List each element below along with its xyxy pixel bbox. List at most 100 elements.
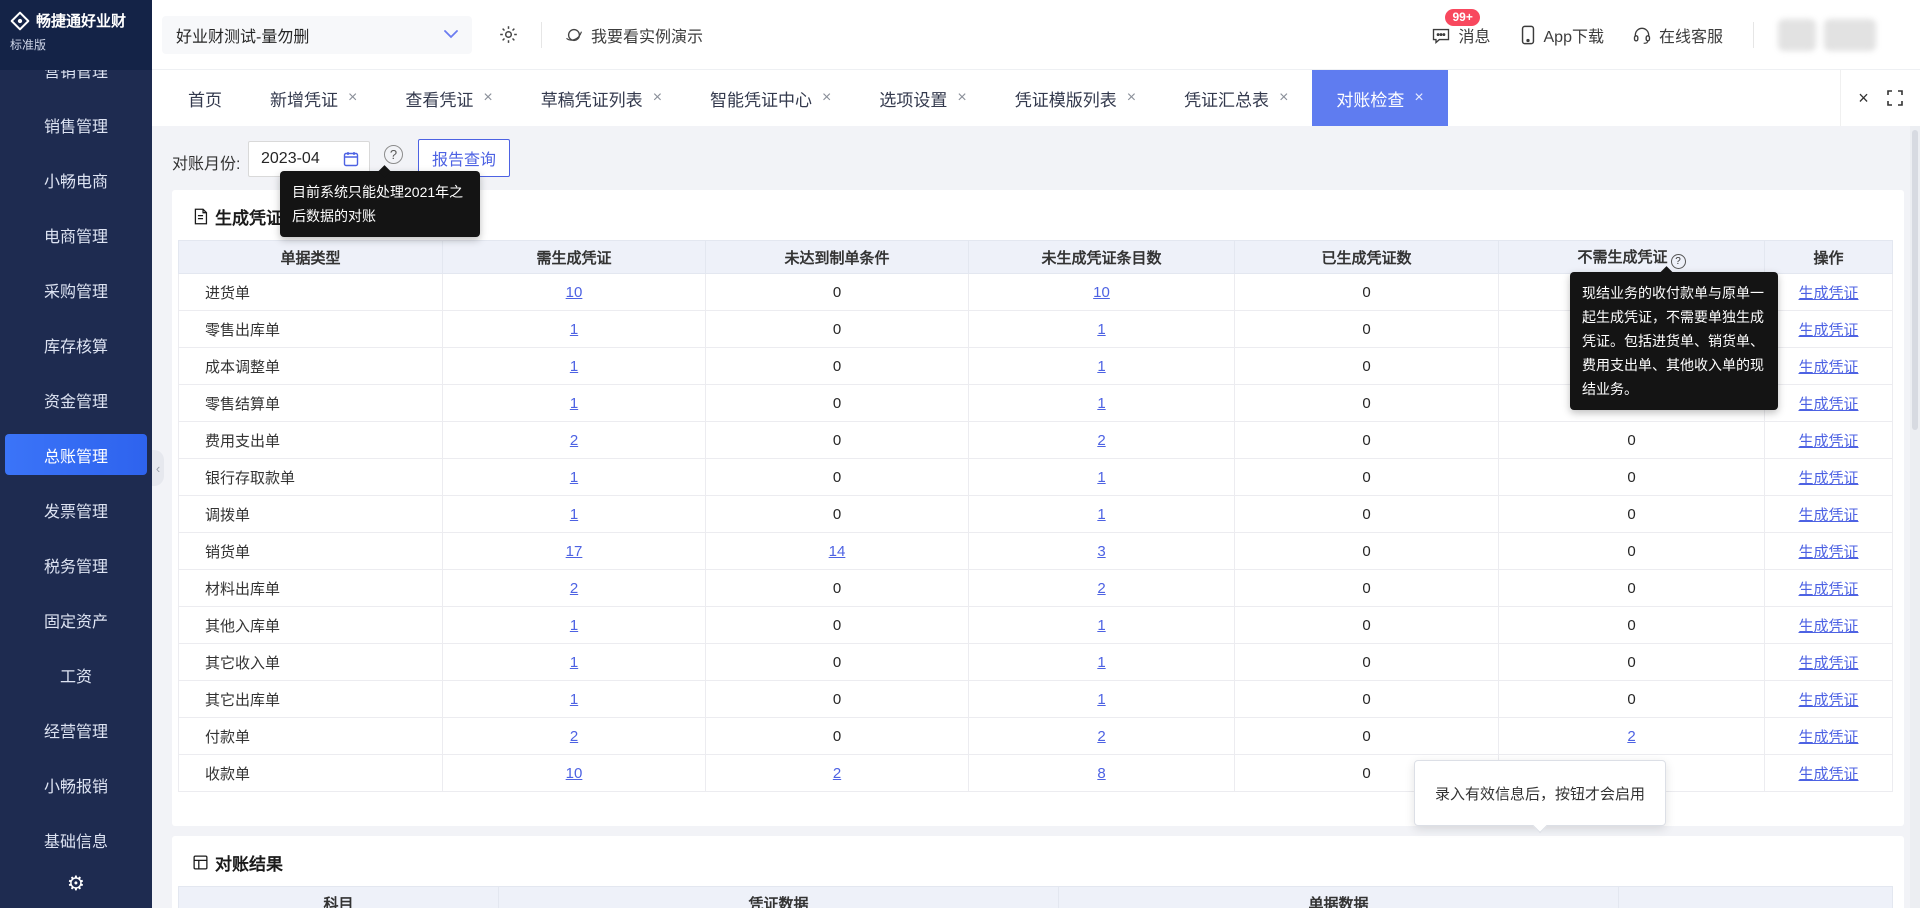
- generate-voucher-link[interactable]: 生成凭证: [1798, 617, 1859, 635]
- sidebar-item-8[interactable]: 发票管理: [43, 503, 108, 521]
- table-cell: 0: [705, 421, 969, 459]
- tab-5[interactable]: 选项设置 ×: [855, 70, 990, 126]
- sidebar-item-6[interactable]: 资金管理: [43, 393, 108, 411]
- count-link[interactable]: 2: [569, 579, 579, 597]
- count-link[interactable]: 1: [1097, 357, 1106, 375]
- sidebar-item-9[interactable]: 税务管理: [43, 558, 108, 576]
- table-cell: 0: [1498, 532, 1765, 570]
- cell-value: 0: [1627, 542, 1636, 560]
- support-button[interactable]: 在线客服: [1632, 23, 1723, 47]
- tab-close-icon[interactable]: ×: [1126, 89, 1137, 106]
- tab-close-icon[interactable]: ×: [822, 89, 832, 106]
- sidebar-item-10[interactable]: 固定资产: [43, 613, 108, 631]
- count-link[interactable]: 2: [1097, 727, 1106, 745]
- count-link[interactable]: 2: [832, 764, 842, 782]
- tab-3[interactable]: 草稿凭证列表 ×: [517, 70, 686, 126]
- tab-2[interactable]: 查看凭证 ×: [381, 70, 516, 126]
- count-link[interactable]: 1: [569, 394, 579, 412]
- sidebar-item-2[interactable]: 小畅电商: [43, 173, 108, 191]
- company-selector[interactable]: 好业财测试-量勿删: [162, 15, 472, 54]
- table-cell: 2: [1498, 717, 1765, 755]
- count-link[interactable]: 1: [569, 505, 579, 523]
- generate-voucher-link[interactable]: 生成凭证: [1798, 469, 1859, 487]
- generate-voucher-link[interactable]: 生成凭证: [1798, 395, 1859, 413]
- sidebar-item-12[interactable]: 经营管理: [43, 723, 108, 741]
- count-link[interactable]: 1: [569, 690, 579, 708]
- generate-voucher-link[interactable]: 生成凭证: [1798, 543, 1859, 561]
- generate-voucher-link[interactable]: 生成凭证: [1798, 691, 1859, 709]
- generate-voucher-link[interactable]: 生成凭证: [1798, 654, 1859, 672]
- tab-4[interactable]: 智能凭证中心 ×: [686, 70, 855, 126]
- report-query-button[interactable]: 报告查询: [418, 139, 510, 177]
- count-link[interactable]: 2: [569, 431, 579, 449]
- count-link[interactable]: 1: [1097, 468, 1106, 486]
- calendar-icon[interactable]: [343, 151, 359, 167]
- count-link[interactable]: 2: [569, 727, 579, 745]
- count-link[interactable]: 1: [1097, 690, 1106, 708]
- count-link[interactable]: 2: [1097, 431, 1106, 449]
- tab-1[interactable]: 新增凭证 ×: [246, 70, 381, 126]
- generate-voucher-link[interactable]: 生成凭证: [1798, 358, 1859, 376]
- messages-button[interactable]: 99+ 消息: [1431, 8, 1491, 47]
- tab-close-icon[interactable]: ×: [652, 89, 663, 106]
- count-link[interactable]: 1: [569, 616, 579, 634]
- tab-close-icon[interactable]: ×: [348, 89, 358, 106]
- table-row: 材料出库单 2 0 2 0 0 生成凭证: [178, 569, 1893, 607]
- count-link[interactable]: 10: [565, 283, 583, 301]
- count-link[interactable]: 2: [1627, 727, 1636, 745]
- tab-6[interactable]: 凭证模版列表 ×: [991, 70, 1160, 126]
- generate-voucher-link[interactable]: 生成凭证: [1798, 728, 1859, 746]
- sidebar-settings-button[interactable]: ⚙: [0, 864, 152, 902]
- help-icon[interactable]: ?: [1670, 253, 1686, 269]
- count-link[interactable]: 1: [569, 468, 579, 486]
- sidebar-item-4[interactable]: 采购管理: [43, 283, 108, 301]
- generate-voucher-link[interactable]: 生成凭证: [1798, 284, 1859, 302]
- count-link[interactable]: 1: [1097, 505, 1106, 523]
- count-link[interactable]: 1: [1097, 320, 1106, 338]
- count-link[interactable]: 14: [828, 542, 846, 560]
- count-link[interactable]: 10: [565, 764, 583, 782]
- sidebar-item-11[interactable]: 工资: [59, 668, 92, 686]
- user-account-blurred[interactable]: [1778, 18, 1876, 51]
- close-all-tabs-icon[interactable]: ×: [1858, 88, 1869, 108]
- scrollbar-thumb[interactable]: [1912, 130, 1918, 430]
- fullscreen-icon[interactable]: [1886, 90, 1903, 106]
- tab-close-icon[interactable]: ×: [957, 89, 967, 106]
- tab-close-icon[interactable]: ×: [1414, 89, 1424, 106]
- sidebar-item-14[interactable]: 基础信息: [43, 833, 108, 851]
- count-link[interactable]: 1: [569, 653, 579, 671]
- app-download-button[interactable]: App下载: [1519, 23, 1604, 47]
- generate-voucher-link[interactable]: 生成凭证: [1798, 580, 1859, 598]
- sidebar-item-5[interactable]: 库存核算: [43, 338, 108, 356]
- tooltip-arrow: [378, 165, 391, 178]
- generate-voucher-link[interactable]: 生成凭证: [1798, 432, 1859, 450]
- count-link[interactable]: 17: [565, 542, 583, 560]
- count-link[interactable]: 10: [1093, 283, 1110, 301]
- generate-voucher-link[interactable]: 生成凭证: [1798, 765, 1859, 783]
- generate-voucher-link[interactable]: 生成凭证: [1798, 506, 1859, 524]
- count-link[interactable]: 3: [1097, 542, 1106, 560]
- generate-voucher-link[interactable]: 生成凭证: [1798, 321, 1859, 339]
- action-cell: 生成凭证: [1764, 680, 1893, 718]
- count-link[interactable]: 1: [569, 357, 579, 375]
- tab-close-icon[interactable]: ×: [483, 89, 493, 106]
- count-link[interactable]: 1: [1097, 394, 1106, 412]
- sidebar-collapse-handle[interactable]: ‹: [152, 450, 164, 486]
- count-link[interactable]: 1: [1097, 653, 1106, 671]
- sidebar-item-1[interactable]: 销售管理: [43, 118, 108, 136]
- tab-8[interactable]: 对账检查 ×: [1312, 70, 1448, 126]
- count-link[interactable]: 1: [569, 320, 579, 338]
- count-link[interactable]: 1: [1097, 616, 1106, 634]
- sidebar-item-3[interactable]: 电商管理: [43, 228, 108, 246]
- gear-icon[interactable]: [498, 24, 519, 45]
- tab-7[interactable]: 凭证汇总表 ×: [1160, 70, 1312, 126]
- count-link[interactable]: 8: [1097, 764, 1106, 782]
- sidebar-item-7[interactable]: 总账管理: [0, 427, 152, 482]
- tab-close-icon[interactable]: ×: [1279, 89, 1289, 106]
- help-icon[interactable]: ?: [384, 145, 403, 164]
- tab-0[interactable]: 首页: [164, 70, 246, 126]
- cell-value: 0: [832, 394, 842, 412]
- count-link[interactable]: 2: [1097, 579, 1106, 597]
- demo-link[interactable]: 我要看实例演示: [564, 23, 703, 47]
- sidebar-item-13[interactable]: 小畅报销: [43, 778, 108, 796]
